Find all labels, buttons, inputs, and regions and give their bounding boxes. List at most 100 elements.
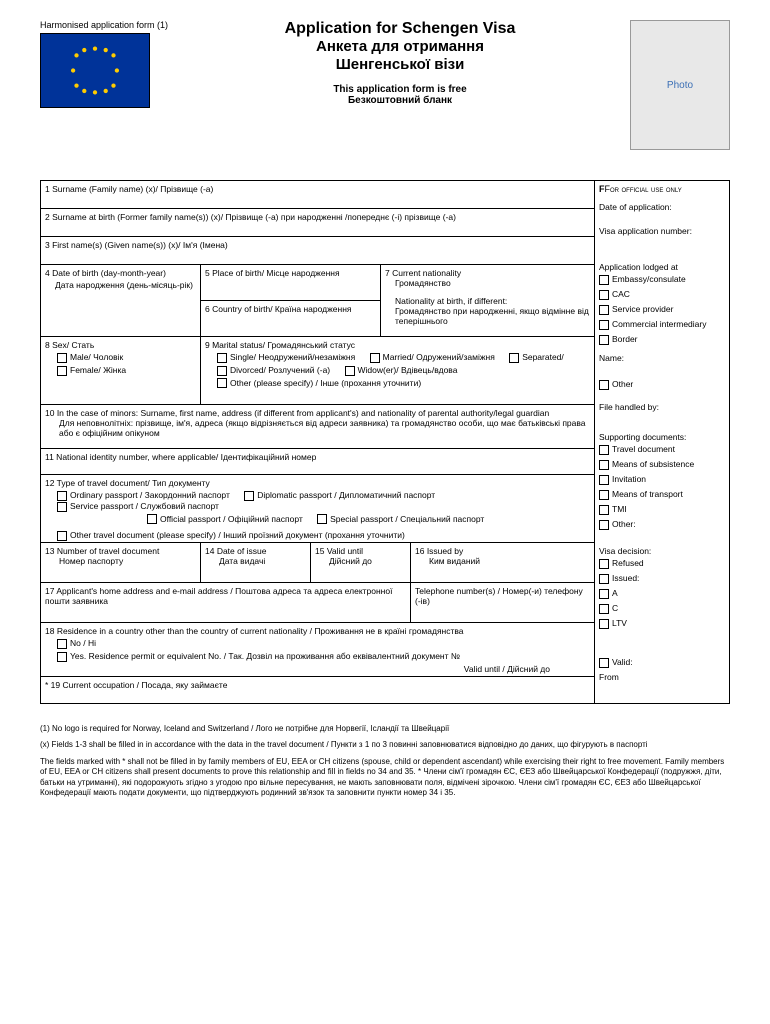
field-11-identity[interactable]: 11 National identity number, where appli… [41,449,594,475]
checkbox-widow[interactable] [345,366,355,376]
side-from: From [599,672,725,682]
opt-official: Official passport / Офіційний паспорт [160,514,303,524]
field-7-label-a: 7 Current nationality [385,268,590,278]
field-12-doc-type[interactable]: 12 Type of travel document/ Тип документ… [41,475,594,543]
side-date-app: Date of application: [599,202,725,212]
form-grid: 1 Surname (Family name) (x)/ Прізвище (-… [40,180,730,704]
opt-widow: Widow(er)/ Вдівець/вдова [358,365,458,375]
field-16-issued-by[interactable]: 16 Issued by Ким виданий [411,543,594,583]
opt-invitation: Invitation [612,474,646,484]
checkbox-divorced[interactable] [217,366,227,376]
checkbox-male[interactable] [57,353,67,363]
checkbox-other-lodged[interactable] [599,380,609,390]
title-english: Application for Schengen Visa [190,20,610,38]
opt-transport: Means of transport [612,489,683,499]
checkbox-embassy[interactable] [599,275,609,285]
checkbox-type-c[interactable] [599,604,609,614]
opt-refused: Refused [612,558,644,568]
checkbox-female[interactable] [57,366,67,376]
checkbox-marital-other[interactable] [217,378,227,388]
checkbox-travel-doc[interactable] [599,445,609,455]
footnote-1: (1) No logo is required for Norway, Icel… [40,724,730,734]
checkbox-border[interactable] [599,335,609,345]
checkbox-service[interactable] [57,502,67,512]
checkbox-diplomatic[interactable] [244,491,254,501]
field-2-surname-birth[interactable]: 2 Surname at birth (Former family name(s… [41,209,594,237]
opt-cac: CAC [612,289,630,299]
checkbox-invitation[interactable] [599,475,609,485]
checkbox-residence-no[interactable] [57,639,67,649]
field-6-country-birth[interactable]: 6 Country of birth/ Країна народження [201,301,381,337]
checkbox-valid[interactable] [599,658,609,668]
side-visa-num: Visa application number: [599,226,725,236]
field-18-valid-until: Valid until / Дійсний до [45,664,590,674]
opt-issued: Issued: [612,573,639,583]
checkbox-doc-other[interactable] [57,531,67,541]
field-14-label-a: 14 Date of issue [205,546,306,556]
field-10-label-a: 10 In the case of minors: Surname, first… [45,408,590,418]
field-9-marital[interactable]: 9 Marital status/ Громадянський статус S… [201,337,594,405]
checkbox-refused[interactable] [599,559,609,569]
field-13-doc-number[interactable]: 13 Number of travel document Номер паспо… [41,543,201,583]
field-10-minors[interactable]: 10 In the case of minors: Surname, first… [41,405,594,449]
field-4-label-en: 4 Date of birth (day-month-year) [45,268,196,278]
row-8-9: 8 Sex/ Стать Male/ Чоловік Female/ Жінка… [41,337,594,405]
field-17-address[interactable]: 17 Applicant's home address and e-mail a… [41,583,411,623]
checkbox-residence-yes[interactable] [57,652,67,662]
checkbox-other-doc[interactable] [599,520,609,530]
checkbox-subsistence[interactable] [599,460,609,470]
field-12-label: 12 Type of travel document/ Тип документ… [45,478,590,488]
subtitle-ukrainian: Безкоштовний бланк [190,95,610,106]
opt-commercial: Commercial intermediary [612,319,706,329]
checkbox-commercial[interactable] [599,320,609,330]
row-13-16: 13 Number of travel document Номер паспо… [41,543,594,583]
checkbox-special[interactable] [317,514,327,524]
opt-embassy: Embassy/consulate [612,274,686,284]
photo-placeholder: Photo [630,20,730,150]
checkbox-separated[interactable] [509,353,519,363]
field-3-firstname[interactable]: 3 First name(s) (Given name(s)) (x)/ Ім'… [41,237,594,265]
checkbox-type-ltv[interactable] [599,619,609,629]
checkbox-cac[interactable] [599,290,609,300]
header-left: Harmonised application form (1) [40,20,190,108]
checkbox-type-a[interactable] [599,589,609,599]
opt-divorced: Divorced/ Розлучений (-а) [230,365,330,375]
field-7-nationality[interactable]: 7 Current nationality Громадянство Natio… [381,265,594,337]
photo-label: Photo [667,80,693,91]
field-15-valid-until[interactable]: 15 Valid until Дійсний до [311,543,411,583]
opt-single: Single/ Неодружений/незаміжня [230,352,355,362]
field-15-label-a: 15 Valid until [315,546,406,556]
field-8-sex[interactable]: 8 Sex/ Стать Male/ Чоловік Female/ Жінка [41,337,201,405]
field-17-phone[interactable]: Telephone number(s) / Номер(-и) телефону… [411,583,594,623]
checkbox-issued[interactable] [599,574,609,584]
opt-border: Border [612,334,638,344]
checkbox-married[interactable] [370,353,380,363]
field-4-label-uk: Дата народження (день-місяць-рік) [45,280,196,290]
field-13-label-b: Номер паспорту [45,556,196,566]
checkbox-service-provider[interactable] [599,305,609,315]
field-10-label-b: Для неповнолітніх: прізвище, ім'я, адрес… [45,418,590,438]
field-18-residence[interactable]: 18 Residence in a country other than the… [41,623,594,677]
opt-female: Female/ Жінка [70,365,126,375]
checkbox-tmi[interactable] [599,505,609,515]
field-7-label-b: Громадянство [385,278,590,288]
opt-service-provider: Service provider [612,304,673,314]
field-14-label-b: Дата видачі [205,556,306,566]
checkbox-official[interactable] [147,514,157,524]
checkbox-ordinary[interactable] [57,491,67,501]
field-5-place-birth[interactable]: 5 Place of birth/ Місце народження [201,265,381,301]
opt-valid: Valid: [612,657,633,667]
field-4-dob[interactable]: 4 Date of birth (day-month-year) Дата на… [41,265,201,337]
checkbox-single[interactable] [217,353,227,363]
main-column: 1 Surname (Family name) (x)/ Прізвище (-… [41,181,594,703]
row-4-7: 4 Date of birth (day-month-year) Дата на… [41,265,594,337]
official-sidebar: FFor official use only Date of applicati… [594,181,729,703]
opt-separated: Separated/ [522,352,564,362]
side-file-handled: File handled by: [599,402,725,412]
checkbox-transport[interactable] [599,490,609,500]
field-19-occupation[interactable]: * 19 Current occupation / Посада, яку за… [41,677,594,703]
opt-subsistence: Means of subsistence [612,459,694,469]
field-1-surname[interactable]: 1 Surname (Family name) (x)/ Прізвище (-… [41,181,594,209]
field-7-label-c: Nationality at birth, if different: [385,296,590,306]
field-14-issue-date[interactable]: 14 Date of issue Дата видачі [201,543,311,583]
